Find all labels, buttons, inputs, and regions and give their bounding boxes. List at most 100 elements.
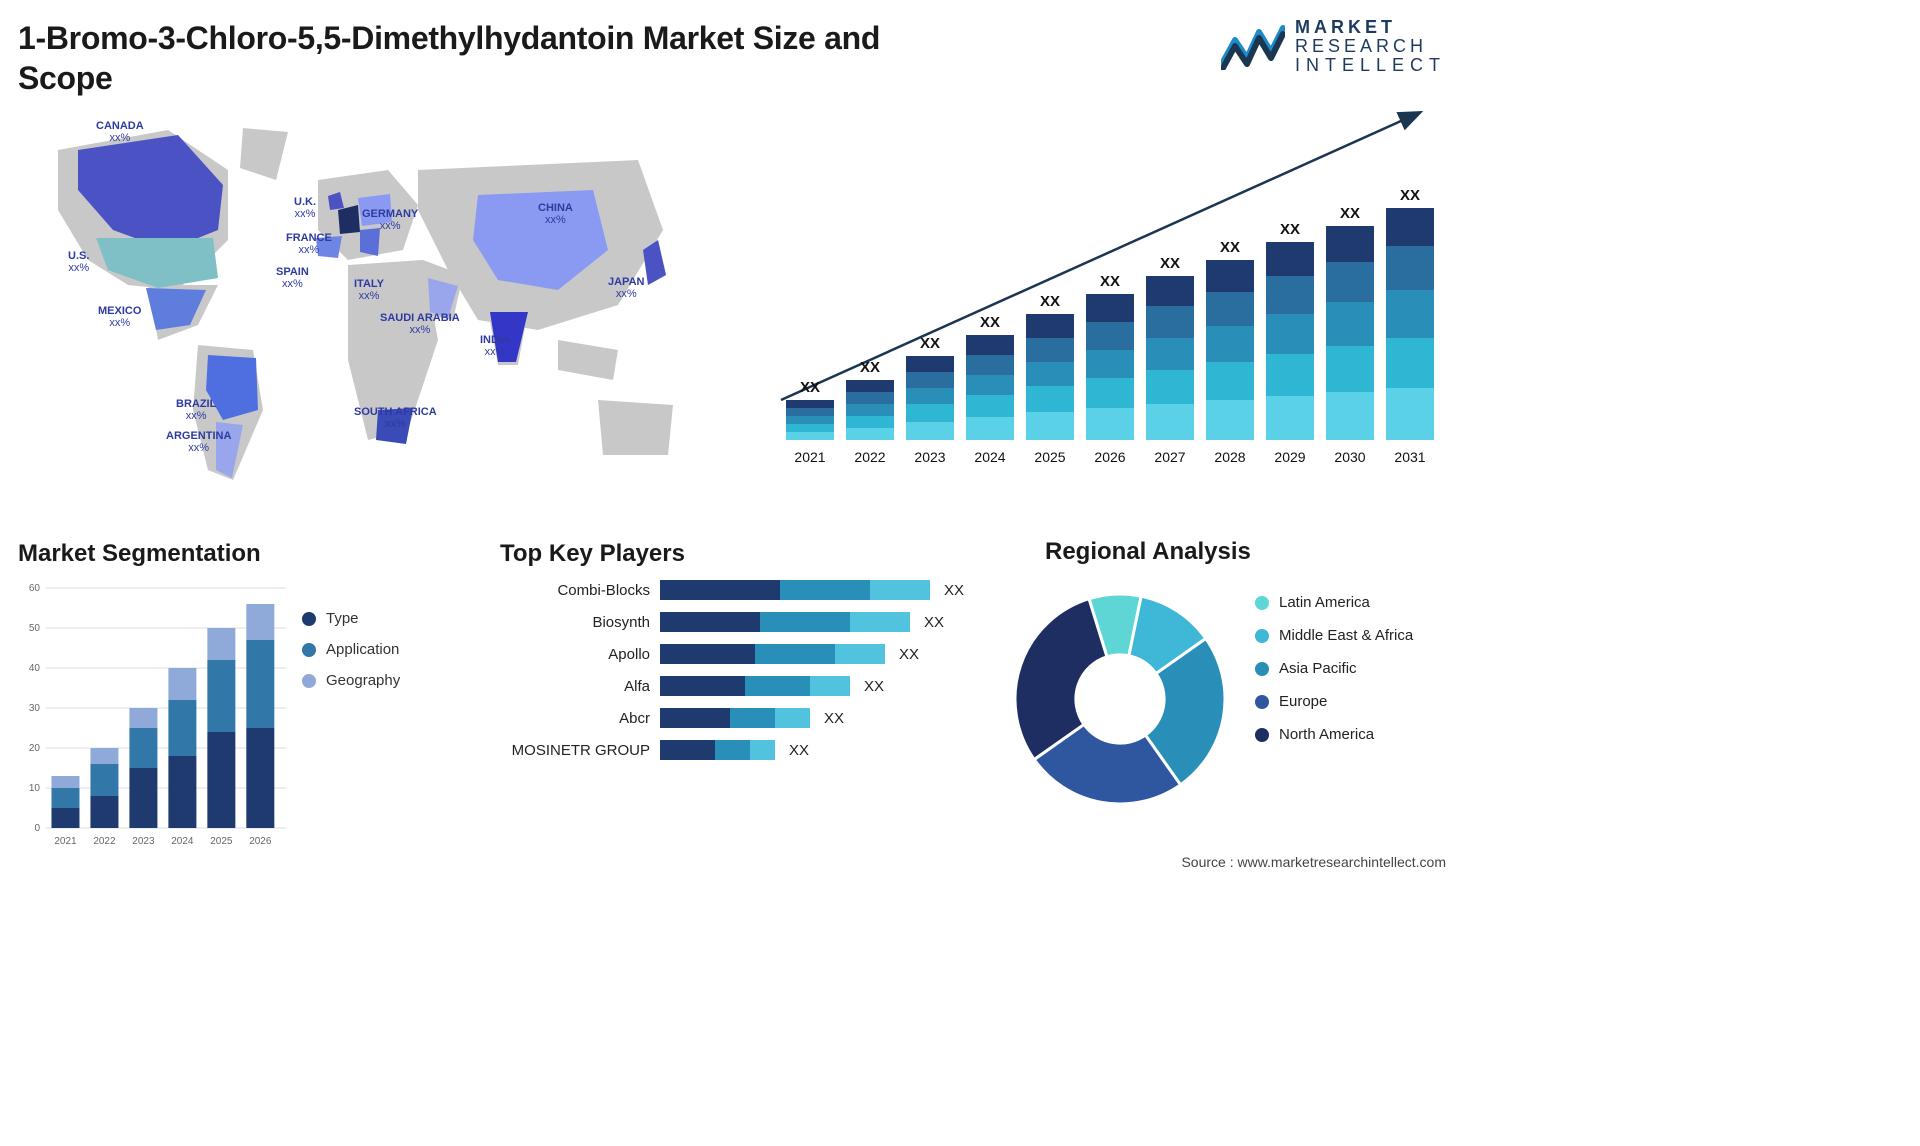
segmentation-section: Market Segmentation 01020304050602021202… (18, 540, 478, 850)
logo-text: MARKET RESEARCH INTELLECT (1295, 18, 1446, 75)
world-map: CANADAxx%U.S.xx%MEXICOxx%BRAZILxx%ARGENT… (18, 110, 708, 510)
legend-item: Geography (302, 672, 400, 689)
map-country-label: U.S.xx% (68, 250, 89, 274)
player-row: Alfa XX (500, 676, 980, 696)
country-name: SOUTH AFRICA (354, 406, 437, 418)
player-bar (660, 644, 885, 664)
map-country-label: ITALYxx% (354, 278, 384, 302)
legend-label: Application (326, 641, 399, 658)
legend-swatch (302, 643, 316, 657)
map-country-label: JAPANxx% (608, 276, 644, 300)
country-pct: xx% (354, 290, 384, 302)
legend-label: Asia Pacific (1279, 660, 1357, 677)
segmentation-title: Market Segmentation (18, 540, 478, 568)
player-bar-segment (780, 580, 870, 600)
player-bar-segment (835, 644, 885, 664)
player-bar (660, 740, 775, 760)
player-bar-segment (760, 612, 850, 632)
svg-text:2025: 2025 (1034, 449, 1065, 465)
svg-text:2021: 2021 (54, 836, 77, 847)
legend-label: Middle East & Africa (1279, 627, 1413, 644)
page-title: 1-Bromo-3-Chloro-5,5-Dimethylhydantoin M… (18, 18, 918, 98)
player-bar-segment (660, 676, 745, 696)
player-value: XX (860, 678, 884, 695)
legend-item: North America (1255, 726, 1413, 743)
country-name: MEXICO (98, 305, 141, 317)
player-bar-segment (745, 676, 810, 696)
regional-section: Regional Analysis Latin America Middle Ea… (1005, 540, 1445, 814)
player-value: XX (920, 614, 944, 631)
svg-text:2028: 2028 (1214, 449, 1245, 465)
segmentation-chart: 0102030405060202120222023202420252026 (18, 580, 288, 850)
legend-label: Geography (326, 672, 400, 689)
svg-text:2026: 2026 (249, 836, 272, 847)
legend-swatch (1255, 695, 1269, 709)
player-bar-segment (810, 676, 850, 696)
svg-text:XX: XX (1160, 255, 1180, 272)
svg-text:10: 10 (29, 783, 41, 794)
country-pct: xx% (362, 220, 418, 232)
source-attribution: Source : www.marketresearchintellect.com (1181, 854, 1446, 870)
player-bar-segment (775, 708, 810, 728)
map-country-label: ARGENTINAxx% (166, 430, 231, 454)
legend-item: Middle East & Africa (1255, 627, 1413, 644)
player-bar-segment (660, 580, 780, 600)
svg-text:20: 20 (29, 743, 41, 754)
country-name: CANADA (96, 120, 144, 132)
players-chart: Combi-BlocksXXBiosynthXXApolloXXAlfaXXAb… (500, 580, 980, 760)
country-pct: xx% (480, 346, 510, 358)
country-pct: xx% (286, 244, 332, 256)
country-name: JAPAN (608, 276, 644, 288)
svg-text:2024: 2024 (171, 836, 194, 847)
country-name: ITALY (354, 278, 384, 290)
player-bar-segment (660, 612, 760, 632)
regional-title: Regional Analysis (1045, 538, 1251, 566)
svg-text:2021: 2021 (794, 449, 825, 465)
svg-text:2022: 2022 (854, 449, 885, 465)
player-value: XX (895, 646, 919, 663)
country-name: U.K. (294, 196, 316, 208)
players-section: Top Key Players Combi-BlocksXXBiosynthXX… (500, 540, 980, 760)
legend-swatch (1255, 596, 1269, 610)
map-country-label: BRAZILxx% (176, 398, 216, 422)
country-pct: xx% (96, 132, 144, 144)
map-country-label: SOUTH AFRICAxx% (354, 406, 437, 430)
player-bar-segment (730, 708, 775, 728)
player-bar-segment (660, 740, 715, 760)
svg-text:2031: 2031 (1394, 449, 1425, 465)
player-bar (660, 676, 850, 696)
country-pct: xx% (608, 288, 644, 300)
player-bar-segment (755, 644, 835, 664)
country-name: ARGENTINA (166, 430, 231, 442)
player-label: Biosynth (500, 614, 650, 631)
player-bar (660, 612, 910, 632)
svg-text:2023: 2023 (914, 449, 945, 465)
player-label: Alfa (500, 678, 650, 695)
svg-text:XX: XX (1040, 293, 1060, 310)
country-name: SAUDI ARABIA (380, 312, 460, 324)
map-country-label: GERMANYxx% (362, 208, 418, 232)
logo-line-2: RESEARCH (1295, 37, 1446, 56)
segmentation-legend: TypeApplicationGeography (302, 580, 400, 850)
country-pct: xx% (68, 262, 89, 274)
player-row: ApolloXX (500, 644, 980, 664)
svg-text:2025: 2025 (210, 836, 233, 847)
svg-text:XX: XX (860, 359, 880, 376)
map-country-label: CHINAxx% (538, 202, 573, 226)
map-country-label: U.K.xx% (294, 196, 316, 220)
country-pct: xx% (354, 418, 437, 430)
legend-label: Europe (1279, 693, 1327, 710)
svg-text:2030: 2030 (1334, 449, 1365, 465)
regional-legend: Latin America Middle East & Africa Asia Pa… (1255, 594, 1413, 814)
player-bar-segment (660, 708, 730, 728)
legend-label: Latin America (1279, 594, 1370, 611)
map-country-label: INDIAxx% (480, 334, 510, 358)
legend-label: North America (1279, 726, 1374, 743)
svg-text:XX: XX (1280, 221, 1300, 238)
svg-text:2023: 2023 (132, 836, 155, 847)
svg-text:0: 0 (34, 823, 40, 834)
svg-text:2024: 2024 (974, 449, 1005, 465)
legend-swatch (1255, 728, 1269, 742)
player-label: Combi-Blocks (500, 582, 650, 599)
svg-text:XX: XX (980, 314, 1000, 331)
